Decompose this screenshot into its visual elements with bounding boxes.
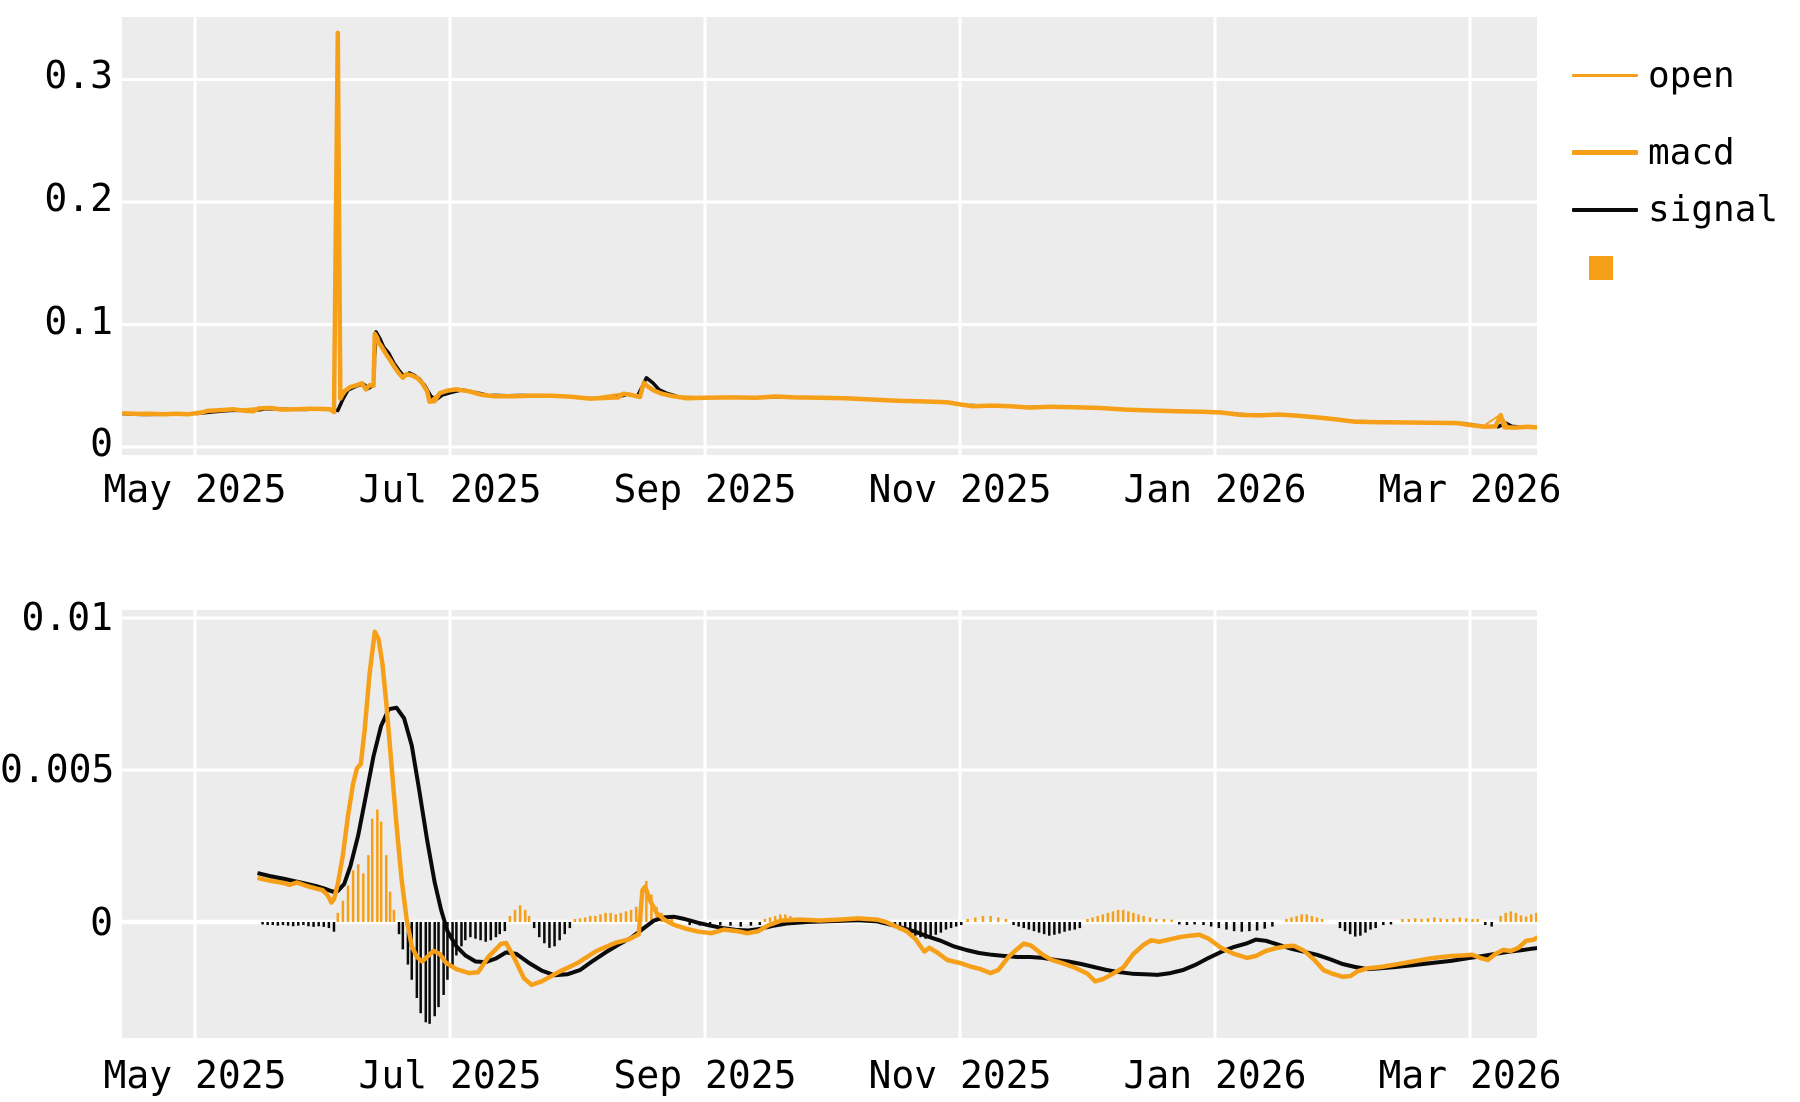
- xtick-bot-sep2025: Sep 2025: [613, 1053, 797, 1097]
- legend: open macd signal: [1560, 20, 1800, 320]
- xtick-bot-jan2026: Jan 2026: [1123, 1053, 1307, 1097]
- macd-panel: [122, 610, 1537, 1038]
- xtick-top-sep2025: Sep 2025: [613, 467, 797, 511]
- xtick-top-nov2025: Nov 2025: [868, 467, 1052, 511]
- xtick-top-mar2026: Mar 2026: [1378, 467, 1562, 511]
- ytick-top-0.1: 0.1: [44, 299, 113, 343]
- legend-macd-label: macd: [1648, 132, 1735, 173]
- price-panel-plot: [122, 17, 1537, 455]
- xtick-bot-mar2026: Mar 2026: [1378, 1053, 1562, 1097]
- ytick-top-0.2: 0.2: [44, 176, 113, 220]
- legend-signal-label: signal: [1648, 189, 1779, 230]
- legend-signal-line-swatch: [1572, 208, 1638, 212]
- legend-open-label: open: [1648, 55, 1735, 96]
- ytick-bot-0.005: 0.005: [0, 747, 115, 791]
- xtick-top-jan2026: Jan 2026: [1123, 467, 1307, 511]
- legend-open-line-swatch: [1572, 74, 1638, 77]
- legend-macd-line-swatch: [1572, 150, 1638, 155]
- xtick-top-may2025: May 2025: [103, 467, 287, 511]
- price-panel: [122, 17, 1537, 455]
- ytick-top-0: 0: [90, 421, 113, 465]
- xtick-bot-may2025: May 2025: [103, 1053, 287, 1097]
- xtick-bot-nov2025: Nov 2025: [868, 1053, 1052, 1097]
- ytick-bot-0.01: 0.01: [21, 595, 113, 639]
- macd-panel-plot: [122, 610, 1537, 1038]
- xtick-bot-jul2025: Jul 2025: [358, 1053, 542, 1097]
- ytick-top-0.3: 0.3: [44, 53, 113, 97]
- xtick-top-jul2025: Jul 2025: [358, 467, 542, 511]
- ytick-bot-0: 0: [90, 900, 113, 944]
- legend-histogram-square-swatch: [1589, 256, 1613, 280]
